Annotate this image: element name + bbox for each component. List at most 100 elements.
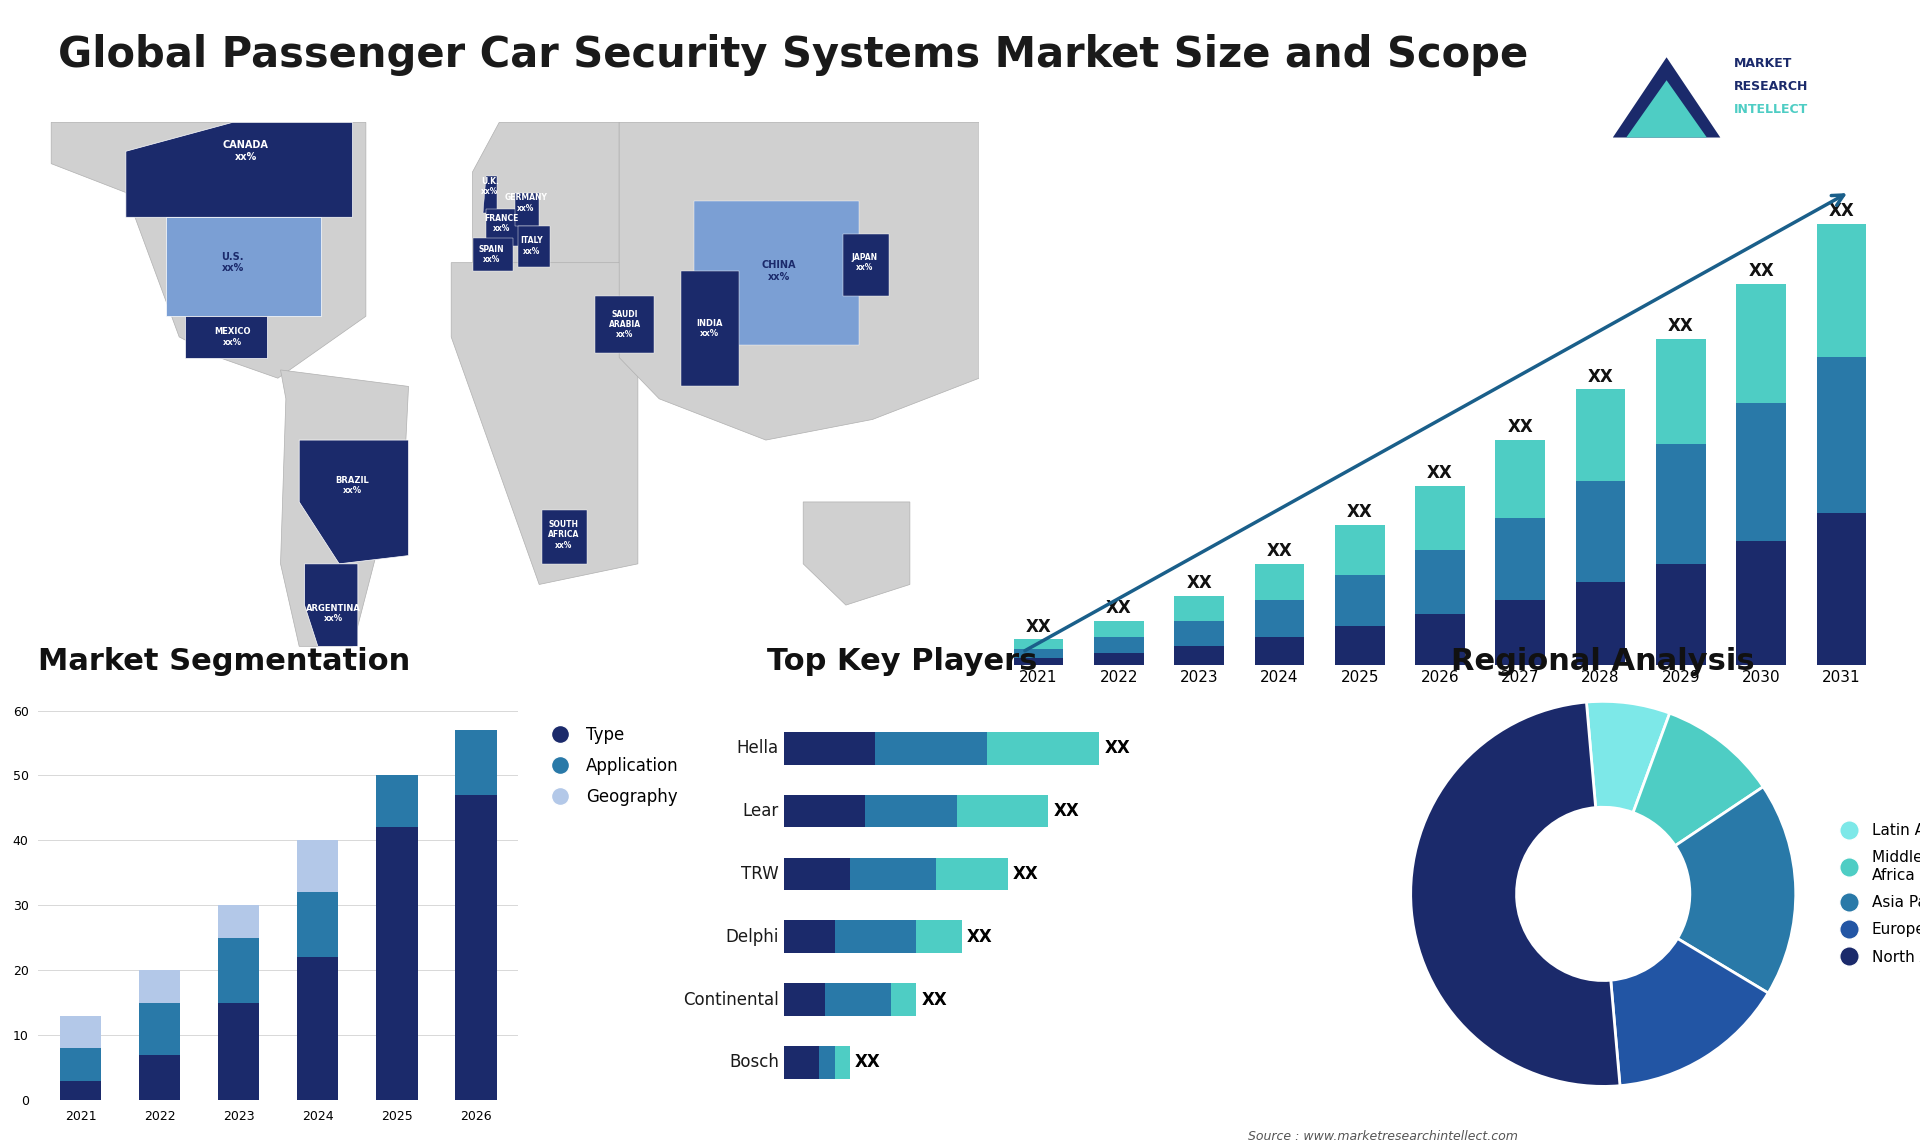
Bar <box>1254 564 1304 601</box>
Text: BRAZIL
xx%: BRAZIL xx% <box>336 476 369 495</box>
Bar <box>820 1046 835 1078</box>
Text: INDIA
xx%: INDIA xx% <box>697 319 724 338</box>
Text: Bosch: Bosch <box>730 1053 780 1072</box>
Bar <box>783 857 851 890</box>
Bar <box>1094 637 1144 653</box>
Bar <box>1496 440 1546 518</box>
Text: XX: XX <box>1427 464 1453 482</box>
Text: CANADA
xx%: CANADA xx% <box>223 141 269 162</box>
Bar <box>891 983 916 1017</box>
Text: Source : www.marketresearchintellect.com: Source : www.marketresearchintellect.com <box>1248 1130 1519 1144</box>
Bar <box>60 1049 102 1081</box>
Bar <box>937 857 1008 890</box>
Bar <box>140 1003 180 1054</box>
Bar <box>1334 525 1384 575</box>
Bar <box>1415 550 1465 614</box>
Bar <box>1254 637 1304 665</box>
Bar <box>1094 621 1144 637</box>
Bar <box>824 983 891 1017</box>
Text: XX: XX <box>1025 618 1052 636</box>
Bar <box>783 920 835 953</box>
Bar <box>876 732 987 764</box>
Wedge shape <box>1611 939 1768 1085</box>
Bar <box>916 920 962 953</box>
Bar <box>455 730 497 795</box>
Bar <box>987 732 1100 764</box>
Text: XX: XX <box>1828 202 1855 220</box>
Bar <box>956 794 1048 827</box>
Bar <box>1175 646 1225 665</box>
Bar <box>1415 614 1465 665</box>
Text: U.K.
xx%: U.K. xx% <box>480 176 499 196</box>
Bar <box>219 1003 259 1100</box>
Bar <box>1576 582 1626 665</box>
Text: XX: XX <box>922 990 947 1008</box>
Bar <box>60 1081 102 1100</box>
Bar <box>60 1015 102 1049</box>
Text: Regional Analysis: Regional Analysis <box>1452 647 1755 676</box>
Polygon shape <box>127 123 353 218</box>
Bar <box>1094 653 1144 665</box>
Bar <box>1254 601 1304 637</box>
Polygon shape <box>541 510 588 564</box>
Text: SAUDI
ARABIA
xx%: SAUDI ARABIA xx% <box>609 309 641 339</box>
Polygon shape <box>52 123 367 378</box>
Bar <box>1816 358 1866 513</box>
Text: ARGENTINA
xx%: ARGENTINA xx% <box>307 604 361 623</box>
Polygon shape <box>280 370 409 646</box>
Text: RESEARCH: RESEARCH <box>1734 80 1809 93</box>
Text: ITALY
xx%: ITALY xx% <box>520 236 543 256</box>
Bar <box>376 827 417 1100</box>
Text: Lear: Lear <box>743 802 780 821</box>
Bar <box>1175 596 1225 621</box>
Bar <box>783 794 866 827</box>
Bar <box>1415 486 1465 550</box>
Polygon shape <box>472 238 513 270</box>
Text: XX: XX <box>1507 418 1534 435</box>
Bar <box>1655 564 1705 665</box>
Text: INTELLECT: INTELLECT <box>1734 103 1809 116</box>
Bar <box>783 732 876 764</box>
Polygon shape <box>486 209 520 246</box>
Bar <box>1334 626 1384 665</box>
Bar <box>1655 445 1705 564</box>
Bar <box>140 971 180 1003</box>
Polygon shape <box>1626 80 1707 138</box>
Text: MARKET: MARKET <box>1734 57 1791 70</box>
Legend: Type, Application, Geography: Type, Application, Geography <box>536 719 685 813</box>
Text: MEXICO
xx%: MEXICO xx% <box>215 328 252 346</box>
Text: XX: XX <box>1104 739 1131 758</box>
Bar <box>298 893 338 957</box>
Text: Global Passenger Car Security Systems Market Size and Scope: Global Passenger Car Security Systems Ma… <box>58 34 1528 77</box>
Bar <box>783 1046 820 1078</box>
Polygon shape <box>165 218 321 316</box>
Polygon shape <box>484 176 497 213</box>
Bar <box>376 776 417 827</box>
Wedge shape <box>1674 787 1795 994</box>
Bar <box>298 840 338 893</box>
Bar <box>1655 339 1705 445</box>
Bar <box>835 1046 851 1078</box>
Text: XX: XX <box>1187 574 1212 592</box>
Bar <box>140 1054 180 1100</box>
Bar <box>455 795 497 1100</box>
Text: TRW: TRW <box>741 865 780 882</box>
Text: JAPAN
xx%: JAPAN xx% <box>851 253 877 273</box>
Text: XX: XX <box>1749 262 1774 280</box>
Polygon shape <box>618 123 979 440</box>
Circle shape <box>1523 813 1684 975</box>
Bar <box>219 905 259 937</box>
Bar <box>1736 541 1786 665</box>
Bar <box>219 937 259 1003</box>
Bar <box>1014 639 1064 649</box>
Bar <box>1736 403 1786 541</box>
Polygon shape <box>843 234 889 296</box>
Text: U.S.
xx%: U.S. xx% <box>221 252 244 274</box>
Wedge shape <box>1411 702 1620 1086</box>
Text: Continental: Continental <box>684 990 780 1008</box>
Polygon shape <box>451 262 637 584</box>
Bar <box>783 983 824 1017</box>
Polygon shape <box>680 270 739 386</box>
Bar <box>835 920 916 953</box>
Text: SPAIN
xx%: SPAIN xx% <box>478 245 505 264</box>
